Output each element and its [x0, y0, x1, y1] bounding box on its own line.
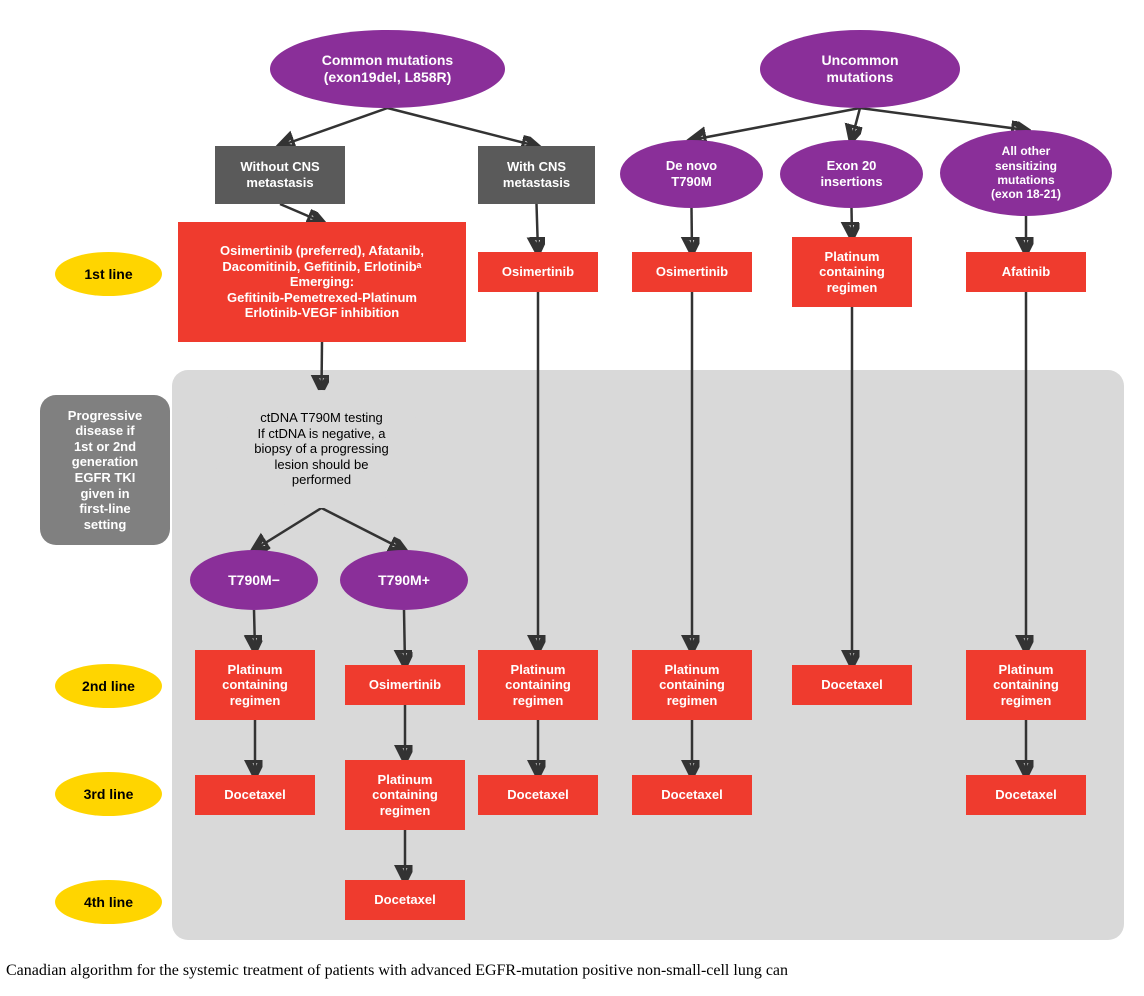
node-exon20: Exon 20insertions — [780, 140, 923, 208]
node-line1-label: 1st line — [55, 252, 162, 296]
node-tx3-other: Docetaxel — [966, 775, 1086, 815]
node-tx3-neg: Docetaxel — [195, 775, 315, 815]
node-tx2-exon20: Docetaxel — [792, 665, 912, 705]
node-without-cns: Without CNSmetastasis — [215, 146, 345, 204]
node-tx2-with: Platinumcontainingregimen — [478, 650, 598, 720]
node-label: Docetaxel — [995, 787, 1056, 803]
node-tx3-with: Docetaxel — [478, 775, 598, 815]
node-tx1-with: Osimertinib — [478, 252, 598, 292]
edge-exon20-tx1-exon20 — [852, 208, 853, 237]
node-common-mut: Common mutations(exon19del, L858R) — [270, 30, 505, 108]
node-label: Platinumcontainingregimen — [222, 662, 288, 709]
edge-uncommon-mut-denovo-t790m — [692, 108, 861, 140]
node-label: Docetaxel — [821, 677, 882, 693]
edge-with-cns-tx1-with — [537, 204, 539, 252]
edge-uncommon-mut-all-other — [860, 108, 1026, 130]
node-denovo-t790m: De novoT790M — [620, 140, 763, 208]
node-t790m-neg: T790M− — [190, 550, 318, 610]
node-label: Platinumcontainingregimen — [659, 662, 725, 709]
node-tx2-other: Platinumcontainingregimen — [966, 650, 1086, 720]
node-label: Uncommonmutations — [822, 52, 899, 86]
node-label: 3rd line — [84, 786, 134, 803]
node-line4-label: 4th line — [55, 880, 162, 924]
node-label: 1st line — [84, 266, 132, 283]
node-label: T790M− — [228, 572, 280, 589]
node-label: Platinumcontainingregimen — [993, 662, 1059, 709]
node-label: Osimertinib — [369, 677, 441, 693]
node-with-cns: With CNSmetastasis — [478, 146, 595, 204]
node-label: Common mutations(exon19del, L858R) — [322, 52, 453, 86]
node-tx1-without: Osimertinib (preferred), Afatanib,Dacomi… — [178, 222, 466, 342]
node-tx2-neg: Platinumcontainingregimen — [195, 650, 315, 720]
edge-common-mut-without-cns — [280, 108, 388, 146]
node-label: Docetaxel — [224, 787, 285, 803]
node-label: Afatinib — [1002, 264, 1050, 280]
node-tx1-denovo: Osimertinib — [632, 252, 752, 292]
edge-common-mut-with-cns — [388, 108, 537, 146]
node-label: Exon 20insertions — [820, 158, 882, 189]
node-label: 4th line — [84, 894, 133, 911]
node-label: ctDNA T790M testingIf ctDNA is negative,… — [254, 410, 388, 488]
edge-without-cns-tx1-without — [280, 204, 322, 222]
node-tx2-denovo: Platinumcontainingregimen — [632, 650, 752, 720]
figure-caption: Canadian algorithm for the systemic trea… — [6, 962, 1136, 980]
node-tx3-pos: Platinumcontainingregimen — [345, 760, 465, 830]
node-label: All othersensitizingmutations(exon 18-21… — [991, 144, 1061, 202]
edge-uncommon-mut-exon20 — [852, 108, 861, 140]
node-label: Osimertinib — [502, 264, 574, 280]
node-t790m-pos: T790M+ — [340, 550, 468, 610]
edge-denovo-t790m-tx1-denovo — [692, 208, 693, 252]
node-tx4-pos: Docetaxel — [345, 880, 465, 920]
node-label: Docetaxel — [374, 892, 435, 908]
node-label: T790M+ — [378, 572, 430, 589]
node-label: Progressivedisease if1st or 2ndgeneratio… — [68, 408, 142, 533]
node-label: Docetaxel — [507, 787, 568, 803]
node-label: Osimertinib — [656, 264, 728, 280]
flowchart-canvas: Common mutations(exon19del, L858R) Uncomm… — [0, 0, 1144, 996]
node-label: Platinumcontainingregimen — [505, 662, 571, 709]
node-tx1-other: Afatinib — [966, 252, 1086, 292]
node-label: De novoT790M — [666, 158, 717, 189]
node-tx3-denovo: Docetaxel — [632, 775, 752, 815]
node-label: Without CNSmetastasis — [240, 159, 319, 190]
node-tx2-pos: Osimertinib — [345, 665, 465, 705]
node-label: Osimertinib (preferred), Afatanib,Dacomi… — [220, 243, 424, 321]
node-label: Platinumcontainingregimen — [372, 772, 438, 819]
node-all-other: All othersensitizingmutations(exon 18-21… — [940, 130, 1112, 216]
node-label: With CNSmetastasis — [503, 159, 570, 190]
node-line3-label: 3rd line — [55, 772, 162, 816]
node-uncommon-mut: Uncommonmutations — [760, 30, 960, 108]
node-ctdna: ctDNA T790M testingIf ctDNA is negative,… — [210, 390, 433, 508]
node-label: Docetaxel — [661, 787, 722, 803]
node-line2-label: 2nd line — [55, 664, 162, 708]
node-progressive-label: Progressivedisease if1st or 2ndgeneratio… — [40, 395, 170, 545]
node-tx1-exon20: Platinumcontainingregimen — [792, 237, 912, 307]
node-label: Platinumcontainingregimen — [819, 249, 885, 296]
node-label: 2nd line — [82, 678, 135, 695]
